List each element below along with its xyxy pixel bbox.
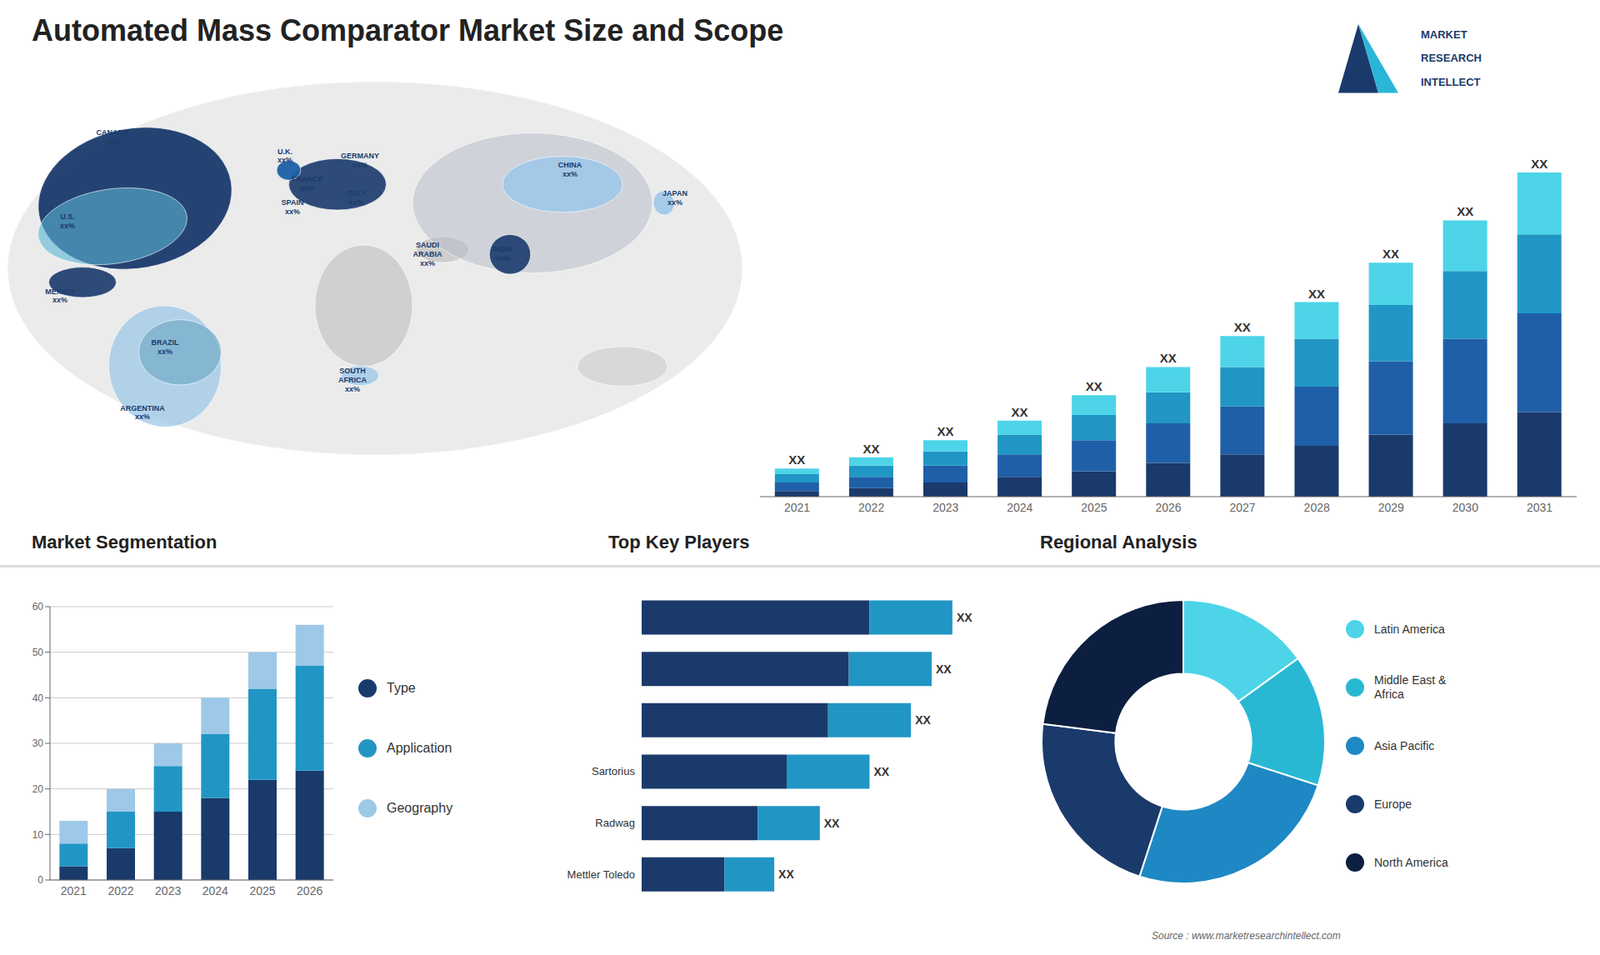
html-text:Europe: Europe xyxy=(1374,797,1412,811)
svg-text:XX: XX xyxy=(1382,246,1400,261)
svg-text:2026: 2026 xyxy=(1155,500,1181,515)
html-text:CHINA xx%: CHINA xx% xyxy=(558,161,582,179)
svg-text:2028: 2028 xyxy=(1304,500,1330,515)
html-text:FRANCE xx%: FRANCE xx% xyxy=(291,175,324,193)
svg-text:20: 20 xyxy=(32,783,45,795)
svg-text:MARKET: MARKET xyxy=(1420,28,1468,41)
html-text:Middle East & Africa: Middle East & Africa xyxy=(1374,673,1447,701)
html-text:Market Segmentation: Market Segmentation xyxy=(31,531,218,553)
html-text:Top Key Players: Top Key Players xyxy=(608,531,750,553)
html-text:Regional Analysis: Regional Analysis xyxy=(1040,531,1198,553)
svg-text:40: 40 xyxy=(32,692,45,705)
svg-text:XX: XX xyxy=(862,441,880,456)
svg-text:XX: XX xyxy=(1530,156,1548,171)
svg-text:XX: XX xyxy=(1160,350,1177,365)
svg-text:2023: 2023 xyxy=(932,500,959,515)
html-text:MEXICO xx%: MEXICO xx% xyxy=(45,287,75,305)
html-text:CANADA xx%: CANADA xx% xyxy=(96,128,129,146)
svg-text:2024: 2024 xyxy=(1006,500,1033,515)
html-text:Application: Application xyxy=(386,741,452,756)
svg-text:XX: XX xyxy=(936,424,954,439)
html-text:JAPAN xx%: JAPAN xx% xyxy=(662,189,688,207)
svg-text:2024: 2024 xyxy=(202,884,229,898)
html-text:Type: Type xyxy=(386,681,416,696)
html-text:BRAZIL xx%: BRAZIL xx% xyxy=(151,338,179,356)
html-text:North America: North America xyxy=(1374,855,1449,869)
svg-text:10: 10 xyxy=(32,829,45,841)
svg-text:60: 60 xyxy=(32,600,45,613)
svg-text:Sartorius: Sartorius xyxy=(591,765,636,778)
html-text:ARGENTINA xx%: ARGENTINA xx% xyxy=(120,404,165,422)
svg-text:XX: XX xyxy=(1234,320,1251,335)
svg-text:2030: 2030 xyxy=(1452,500,1479,515)
html-text:U.K. xx%: U.K. xx% xyxy=(277,147,293,165)
html-text:Geography: Geography xyxy=(386,801,453,816)
svg-text:2025: 2025 xyxy=(249,884,275,898)
svg-text:2021: 2021 xyxy=(784,500,810,515)
svg-text:2022: 2022 xyxy=(107,884,134,898)
html-text:Latin America: Latin America xyxy=(1374,622,1445,636)
html-text:ITALY xx%: ITALY xx% xyxy=(346,189,367,207)
html-text:INDIA xx%: INDIA xx% xyxy=(492,245,513,263)
svg-text:INTELLECT: INTELLECT xyxy=(1420,75,1481,89)
svg-text:0: 0 xyxy=(37,874,44,886)
svg-text:Radwag: Radwag xyxy=(595,816,635,830)
svg-text:2031: 2031 xyxy=(1526,500,1553,515)
svg-text:30: 30 xyxy=(32,737,45,750)
svg-text:XX: XX xyxy=(915,713,931,727)
svg-text:2026: 2026 xyxy=(296,884,323,898)
html-text:GERMANY xx%: GERMANY xx% xyxy=(340,152,380,170)
html-text:SOUTH AFRICA xx%: SOUTH AFRICA xx% xyxy=(338,366,367,394)
svg-text:2022: 2022 xyxy=(858,500,885,515)
svg-text:XX: XX xyxy=(1456,204,1474,219)
svg-text:XX: XX xyxy=(1308,286,1325,301)
svg-text:RESEARCH: RESEARCH xyxy=(1420,51,1482,65)
svg-text:XX: XX xyxy=(1085,379,1103,394)
html-text:Automated Mass Comparator Mark: Automated Mass Comparator Market Size an… xyxy=(31,13,784,48)
svg-text:XX: XX xyxy=(788,452,805,467)
svg-text:XX: XX xyxy=(873,765,890,779)
svg-text:XX: XX xyxy=(1011,405,1029,420)
html-text:SPAIN xx%: SPAIN xx% xyxy=(281,198,304,216)
html-text:U.S. xx%: U.S. xx% xyxy=(60,212,75,230)
html-text:SAUDI ARABIA xx%: SAUDI ARABIA xx% xyxy=(412,240,443,268)
svg-text:2025: 2025 xyxy=(1080,500,1107,515)
svg-text:2023: 2023 xyxy=(155,884,181,898)
svg-text:2021: 2021 xyxy=(60,884,87,898)
svg-text:Mettler Toledo: Mettler Toledo xyxy=(567,868,635,881)
html-text:Source : www.marketresearchint: Source : www.marketresearchintellect.com xyxy=(1151,930,1341,942)
svg-text:XX: XX xyxy=(935,662,952,676)
svg-text:XX: XX xyxy=(956,610,973,625)
svg-text:XX: XX xyxy=(778,867,795,881)
svg-text:2029: 2029 xyxy=(1378,500,1405,515)
svg-text:50: 50 xyxy=(32,646,45,659)
html-text:Asia Pacific: Asia Pacific xyxy=(1374,738,1435,753)
svg-text:XX: XX xyxy=(824,816,840,830)
svg-text:2027: 2027 xyxy=(1230,500,1256,515)
